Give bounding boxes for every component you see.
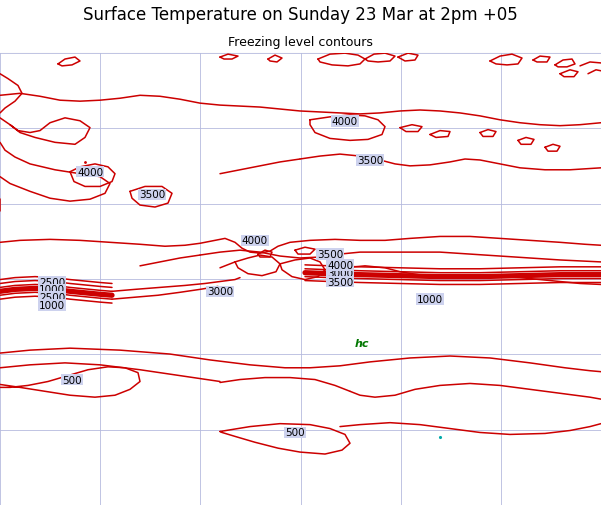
Text: 3500: 3500 (317, 249, 343, 260)
Text: 1000: 1000 (417, 294, 443, 305)
Text: 3500: 3500 (327, 277, 353, 287)
Text: 1000: 1000 (39, 285, 65, 295)
Text: 500: 500 (285, 428, 305, 438)
Text: 2500: 2500 (39, 292, 65, 302)
Text: 4000: 4000 (332, 117, 358, 127)
Text: Freezing level contours: Freezing level contours (228, 36, 373, 48)
Text: 3500: 3500 (357, 156, 383, 166)
Text: 4000: 4000 (327, 261, 353, 270)
Text: Surface Temperature on Sunday 23 Mar at 2pm +05: Surface Temperature on Sunday 23 Mar at … (83, 6, 518, 24)
Text: 3500: 3500 (139, 190, 165, 200)
Text: hc: hc (355, 338, 369, 348)
Text: 2500: 2500 (39, 277, 65, 287)
Text: 3000: 3000 (327, 268, 353, 278)
Text: 500: 500 (62, 375, 82, 385)
Text: 1000: 1000 (39, 300, 65, 311)
Text: 3000: 3000 (207, 287, 233, 297)
Text: 4000: 4000 (242, 236, 268, 246)
Text: 4000: 4000 (77, 168, 103, 177)
